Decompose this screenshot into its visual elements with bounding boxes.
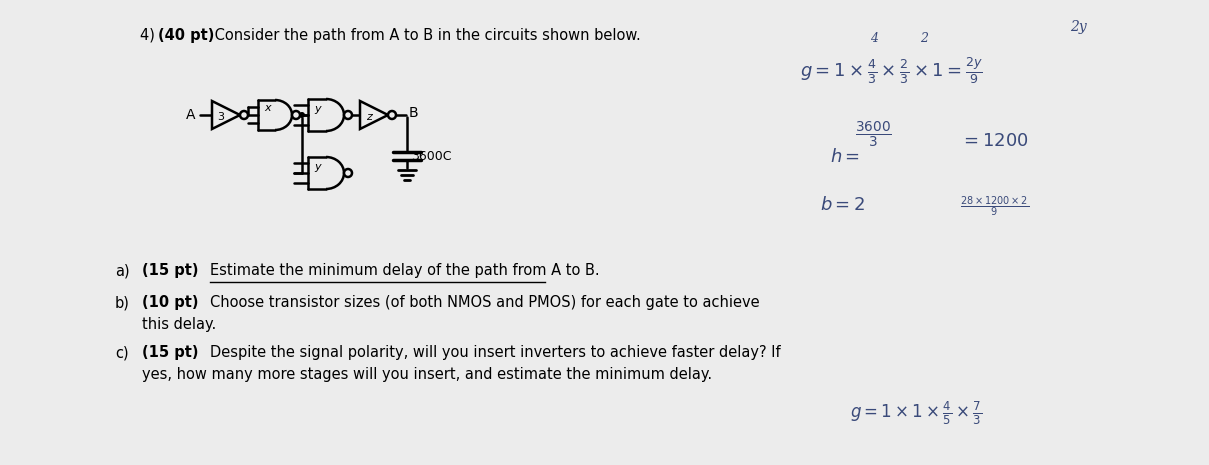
Circle shape <box>293 111 300 119</box>
Text: b): b) <box>115 295 129 310</box>
Text: 3: 3 <box>218 112 225 122</box>
Text: Despite the signal polarity, will you insert inverters to achieve faster delay? : Despite the signal polarity, will you in… <box>210 345 781 360</box>
Circle shape <box>345 169 352 177</box>
Text: 4: 4 <box>870 32 878 45</box>
Text: Estimate the minimum delay of the path from A to B.: Estimate the minimum delay of the path f… <box>210 263 600 278</box>
Text: $h = $: $h = $ <box>831 148 860 166</box>
Circle shape <box>345 111 352 119</box>
Circle shape <box>241 111 248 119</box>
Text: 2y: 2y <box>1070 20 1087 34</box>
Text: y: y <box>314 162 320 172</box>
Text: $g = 1 \times \frac{4}{3} \times \frac{2}{3} \times 1 = \frac{2y}{9}$: $g = 1 \times \frac{4}{3} \times \frac{2… <box>800 55 983 86</box>
Text: $\frac{28 \times 1200 \times 2}{9}$: $\frac{28 \times 1200 \times 2}{9}$ <box>960 195 1029 219</box>
Text: a): a) <box>115 263 129 278</box>
Text: 4): 4) <box>140 28 160 43</box>
Text: (10 pt): (10 pt) <box>141 295 198 310</box>
Text: c): c) <box>115 345 128 360</box>
Text: B: B <box>409 106 418 120</box>
Text: 3600C: 3600C <box>411 150 451 162</box>
Text: Choose transistor sizes (of both NMOS and PMOS) for each gate to achieve: Choose transistor sizes (of both NMOS an… <box>210 295 759 310</box>
Text: x: x <box>264 103 271 113</box>
Text: $g = 1 \times 1 \times \frac{4}{5} \times \frac{7}{3}$: $g = 1 \times 1 \times \frac{4}{5} \time… <box>850 400 982 427</box>
Text: $b = 2$: $b = 2$ <box>820 196 866 214</box>
Text: (15 pt): (15 pt) <box>141 345 198 360</box>
Text: (40 pt): (40 pt) <box>158 28 214 43</box>
Text: yes, how many more stages will you insert, and estimate the minimum delay.: yes, how many more stages will you inser… <box>141 367 712 382</box>
Text: z: z <box>366 112 372 122</box>
Polygon shape <box>212 101 241 129</box>
Circle shape <box>388 111 397 119</box>
Text: $\frac{3600}{3}$: $\frac{3600}{3}$ <box>855 120 892 150</box>
Text: $= 1200$: $= 1200$ <box>960 132 1029 150</box>
Text: this delay.: this delay. <box>141 317 216 332</box>
Text: 2: 2 <box>920 32 929 45</box>
Circle shape <box>299 112 305 118</box>
Text: (15 pt): (15 pt) <box>141 263 198 278</box>
Text: Consider the path from A to B in the circuits shown below.: Consider the path from A to B in the cir… <box>210 28 641 43</box>
Text: y: y <box>314 104 320 114</box>
Text: A: A <box>185 108 195 122</box>
Polygon shape <box>360 101 388 129</box>
